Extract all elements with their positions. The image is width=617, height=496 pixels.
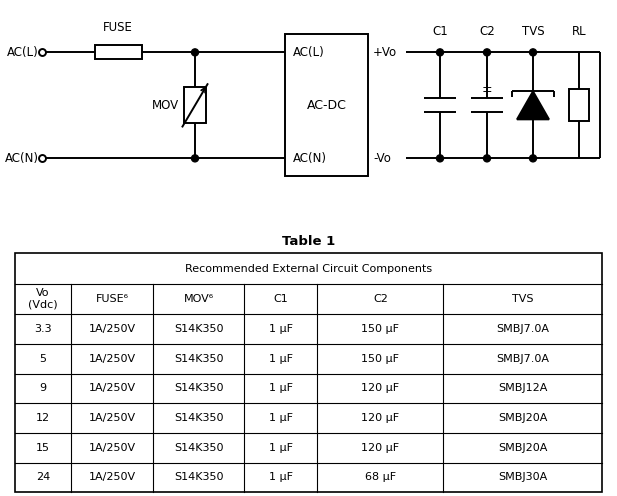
Text: SMBJ30A: SMBJ30A (498, 472, 547, 483)
Text: 9: 9 (39, 383, 47, 393)
Text: FUSE⁶: FUSE⁶ (96, 294, 128, 304)
Text: S14K350: S14K350 (174, 443, 223, 453)
Text: 150 μF: 150 μF (362, 324, 399, 334)
Text: 1 μF: 1 μF (268, 354, 292, 364)
Text: SMBJ7.0A: SMBJ7.0A (496, 324, 549, 334)
Text: Recommended External Circuit Components: Recommended External Circuit Components (185, 264, 432, 274)
Text: SMBJ12A: SMBJ12A (498, 383, 547, 393)
Text: 1 μF: 1 μF (268, 472, 292, 483)
Text: 120 μF: 120 μF (362, 413, 399, 423)
Text: S14K350: S14K350 (174, 472, 223, 483)
Text: 5: 5 (39, 354, 47, 364)
Text: Vo
(Vdc): Vo (Vdc) (28, 288, 58, 310)
Text: AC(L): AC(L) (7, 46, 39, 59)
Text: 68 μF: 68 μF (365, 472, 396, 483)
Text: MOV: MOV (152, 99, 179, 112)
Text: C2: C2 (479, 25, 495, 38)
Text: SMBJ20A: SMBJ20A (498, 413, 547, 423)
Text: 1A/250V: 1A/250V (88, 324, 136, 334)
Text: 3.3: 3.3 (35, 324, 52, 334)
Text: 1 μF: 1 μF (268, 413, 292, 423)
Text: ±: ± (482, 82, 492, 95)
Text: 1A/250V: 1A/250V (88, 472, 136, 483)
Text: MOV⁶: MOV⁶ (183, 294, 213, 304)
Text: 1 μF: 1 μF (268, 443, 292, 453)
Circle shape (484, 49, 491, 56)
Text: 24: 24 (36, 472, 50, 483)
Text: AC(N): AC(N) (293, 152, 327, 165)
Text: 120 μF: 120 μF (362, 383, 399, 393)
Text: SMBJ7.0A: SMBJ7.0A (496, 354, 549, 364)
Text: AC-DC: AC-DC (307, 99, 346, 112)
Text: SMBJ20A: SMBJ20A (498, 443, 547, 453)
Text: C1: C1 (432, 25, 448, 38)
Circle shape (191, 49, 199, 56)
Bar (95, 45, 142, 60)
Text: +Vo: +Vo (373, 46, 397, 59)
Text: 12: 12 (36, 413, 50, 423)
Text: C1: C1 (273, 294, 288, 304)
Text: S14K350: S14K350 (174, 354, 223, 364)
Text: S14K350: S14K350 (174, 383, 223, 393)
Text: RL: RL (572, 25, 586, 38)
Text: -Vo: -Vo (373, 152, 391, 165)
Text: C2: C2 (373, 294, 387, 304)
Text: 1 μF: 1 μF (268, 383, 292, 393)
Text: 15: 15 (36, 443, 50, 453)
Text: AC(N): AC(N) (5, 152, 39, 165)
Circle shape (529, 155, 537, 162)
Text: TVS: TVS (522, 25, 544, 38)
Text: 1A/250V: 1A/250V (88, 443, 136, 453)
Text: 1A/250V: 1A/250V (88, 413, 136, 423)
Circle shape (436, 49, 444, 56)
Text: 150 μF: 150 μF (362, 354, 399, 364)
Circle shape (191, 155, 199, 162)
Circle shape (484, 155, 491, 162)
Text: AC(L): AC(L) (293, 46, 325, 59)
Bar (184, 87, 206, 124)
Circle shape (436, 155, 444, 162)
Text: TVS: TVS (511, 294, 533, 304)
Polygon shape (517, 91, 549, 120)
Text: 1A/250V: 1A/250V (88, 383, 136, 393)
Text: 1A/250V: 1A/250V (88, 354, 136, 364)
Text: FUSE: FUSE (103, 21, 133, 34)
Text: S14K350: S14K350 (174, 324, 223, 334)
Text: 120 μF: 120 μF (362, 443, 399, 453)
Bar (285, 34, 368, 177)
Text: S14K350: S14K350 (174, 413, 223, 423)
Text: 1 μF: 1 μF (268, 324, 292, 334)
Text: Table 1: Table 1 (282, 235, 335, 248)
Bar (569, 89, 589, 122)
Circle shape (529, 49, 537, 56)
